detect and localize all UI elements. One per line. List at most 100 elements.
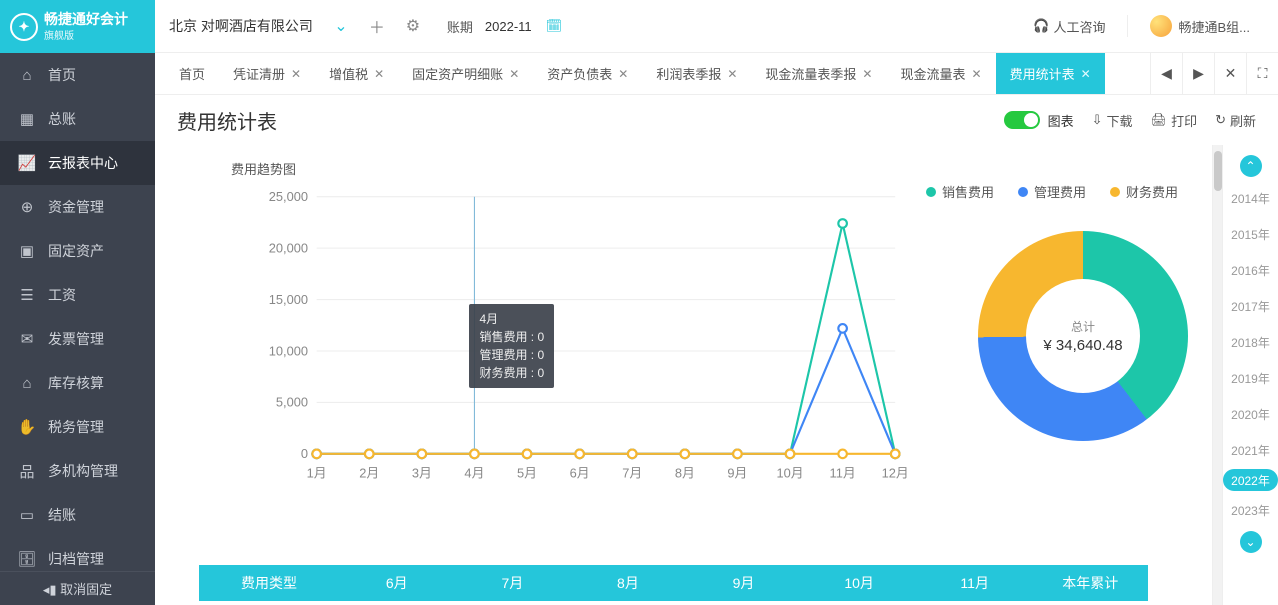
tab-label: 凭证清册 — [233, 64, 285, 83]
tab-label: 费用统计表 — [1010, 64, 1075, 83]
company-dropdown-icon[interactable]: ⌄ — [327, 12, 355, 40]
pie-total-label: 总计 — [1071, 318, 1095, 335]
tabs-scroll-right[interactable]: ▶ — [1182, 53, 1214, 95]
year-option[interactable]: 2016年 — [1231, 253, 1270, 287]
col-header-month: 7月 — [455, 573, 571, 593]
page-header: 费用统计表 图表 ⇩下载 🖨打印 ↻刷新 — [155, 95, 1278, 145]
nav-icon: ▦ — [18, 110, 36, 128]
tab-8[interactable]: 费用统计表 ✕ — [996, 53, 1105, 94]
year-option[interactable]: 2019年 — [1231, 361, 1270, 395]
legend-label: 销售费用 — [942, 182, 994, 201]
user-name: 畅捷通B组... — [1178, 17, 1250, 36]
line-chart[interactable]: 05,00010,00015,00020,00025,0001月2月3月4月5月… — [231, 186, 938, 486]
nav-item-11[interactable]: 🗄归档管理 — [0, 537, 155, 571]
chart-card: 费用趋势图 销售费用管理费用财务费用 05,00010,00015,00020,… — [177, 145, 1208, 605]
close-icon[interactable]: ✕ — [862, 67, 872, 81]
settings-button[interactable]: ⚙ — [399, 12, 427, 40]
refresh-button[interactable]: ↻刷新 — [1215, 111, 1256, 130]
tab-2[interactable]: 增值税✕ — [315, 53, 398, 94]
nav-icon: ⌂ — [18, 66, 36, 84]
add-company-button[interactable]: ＋ — [363, 12, 391, 40]
close-icon[interactable]: ✕ — [291, 67, 301, 81]
legend-dot-icon — [1110, 187, 1120, 197]
nav-item-10[interactable]: ▭结账 — [0, 493, 155, 537]
legend-item[interactable]: 财务费用 — [1110, 182, 1178, 201]
nav-icon: ⊕ — [18, 198, 36, 216]
support-label: 人工咨询 — [1053, 17, 1105, 36]
company-selector[interactable]: 北京 对啊酒店有限公司 — [169, 16, 313, 36]
svg-text:20,000: 20,000 — [269, 240, 308, 255]
nav-item-9[interactable]: 品多机构管理 — [0, 449, 155, 493]
col-header-month: 9月 — [686, 573, 802, 593]
tab-5[interactable]: 利润表季报✕ — [642, 53, 751, 94]
nav-item-0[interactable]: ⌂ 首页 — [0, 53, 155, 97]
svg-text:4月: 4月 — [464, 465, 484, 480]
nav-item-2[interactable]: 📈云报表中心 — [0, 141, 155, 185]
nav-label: 首页 — [48, 65, 76, 85]
close-icon[interactable]: ✕ — [1081, 67, 1091, 81]
tabs-fullscreen[interactable]: ⛶ — [1246, 53, 1278, 95]
nav-item-7[interactable]: ⌂ 库存核算 — [0, 361, 155, 405]
close-icon[interactable]: ✕ — [509, 67, 519, 81]
chart-legend: 销售费用 管理费用 财务费用 — [926, 182, 1178, 201]
close-icon[interactable]: ✕ — [727, 67, 737, 81]
year-option[interactable]: 2023年 — [1231, 493, 1270, 527]
pie-chart[interactable]: 总计 ¥ 34,640.48 — [978, 231, 1188, 441]
tabs-close-all[interactable]: ✕ — [1214, 53, 1246, 95]
sidebar: ✦ 畅捷通好会计 旗舰版 ⌂ 首页 ▦总账📈云报表中心⊕资金管理▣固定资产☰工资✉发… — [0, 0, 155, 605]
brand-logo[interactable]: ✦ 畅捷通好会计 旗舰版 — [0, 0, 155, 53]
nav-icon: 📈 — [18, 154, 36, 172]
nav-item-6[interactable]: ✉发票管理 — [0, 317, 155, 361]
period-value[interactable]: 2022-11 — [485, 19, 532, 34]
year-option[interactable]: 2020年 — [1231, 397, 1270, 431]
year-option[interactable]: 2015年 — [1231, 217, 1270, 251]
nav-item-5[interactable]: ☰工资 — [0, 273, 155, 317]
nav-label: 固定资产 — [48, 241, 104, 261]
tabs-scroll-left[interactable]: ◀ — [1150, 53, 1182, 95]
year-option[interactable]: 2017年 — [1231, 289, 1270, 323]
calendar-icon[interactable]: 🗓 — [546, 18, 563, 34]
scrollbar[interactable] — [1212, 145, 1222, 605]
svg-text:15,000: 15,000 — [269, 292, 308, 307]
nav-label: 归档管理 — [48, 549, 104, 569]
col-header-month: 11月 — [917, 573, 1033, 593]
close-icon[interactable]: ✕ — [374, 67, 384, 81]
nav-label: 库存核算 — [48, 373, 104, 393]
support-button[interactable]: 🎧 人工咨询 — [1033, 17, 1105, 36]
nav-icon: ⌂ — [18, 374, 36, 392]
tab-3[interactable]: 固定资产明细账✕ — [398, 53, 533, 94]
tab-1[interactable]: 凭证清册 ✕ — [219, 53, 315, 94]
svg-text:6月: 6月 — [570, 465, 590, 480]
year-option[interactable]: 2022年 — [1223, 469, 1278, 491]
nav-item-3[interactable]: ⊕资金管理 — [0, 185, 155, 229]
print-button[interactable]: 🖨打印 — [1151, 111, 1198, 130]
close-icon[interactable]: ✕ — [972, 67, 982, 81]
legend-item[interactable]: 管理费用 — [1018, 182, 1086, 201]
year-option[interactable]: 2021年 — [1231, 433, 1270, 467]
svg-text:12月: 12月 — [882, 465, 909, 480]
close-icon[interactable]: ✕ — [618, 67, 628, 81]
nav-item-4[interactable]: ▣固定资产 — [0, 229, 155, 273]
tab-6[interactable]: 现金流量表季报✕ — [751, 53, 886, 94]
nav-item-8[interactable]: ✋税务管理 — [0, 405, 155, 449]
year-up-button[interactable]: ⌃ — [1240, 155, 1262, 177]
unpin-sidebar-button[interactable]: ◂▮ 取消固定 — [0, 571, 155, 605]
col-header-type: 费用类型 — [199, 573, 339, 593]
svg-text:5月: 5月 — [517, 465, 537, 480]
tab-7[interactable]: 现金流量表✕ — [886, 53, 995, 94]
year-down-button[interactable]: ⌄ — [1240, 531, 1262, 553]
headset-icon: 🎧 — [1033, 18, 1049, 34]
print-label: 打印 — [1171, 111, 1197, 130]
tab-0[interactable]: 首页 — [165, 53, 219, 94]
year-option[interactable]: 2018年 — [1231, 325, 1270, 359]
nav-item-1[interactable]: ▦总账 — [0, 97, 155, 141]
user-menu[interactable]: 畅捷通B组... — [1150, 15, 1250, 37]
year-option[interactable]: 2014年 — [1231, 181, 1270, 215]
tab-4[interactable]: 资产负债表✕ — [533, 53, 642, 94]
chart-toggle[interactable] — [1004, 111, 1040, 129]
year-rail: ⌃ 2014年2015年2016年2017年2018年2019年2020年2021… — [1222, 145, 1278, 605]
nav-icon: 品 — [18, 462, 36, 480]
download-button[interactable]: ⇩下载 — [1092, 111, 1133, 130]
nav-list: ⌂ 首页 ▦总账📈云报表中心⊕资金管理▣固定资产☰工资✉发票管理 ⌂ 库存核算 ✋税务管理… — [0, 53, 155, 571]
legend-label: 财务费用 — [1126, 182, 1178, 201]
